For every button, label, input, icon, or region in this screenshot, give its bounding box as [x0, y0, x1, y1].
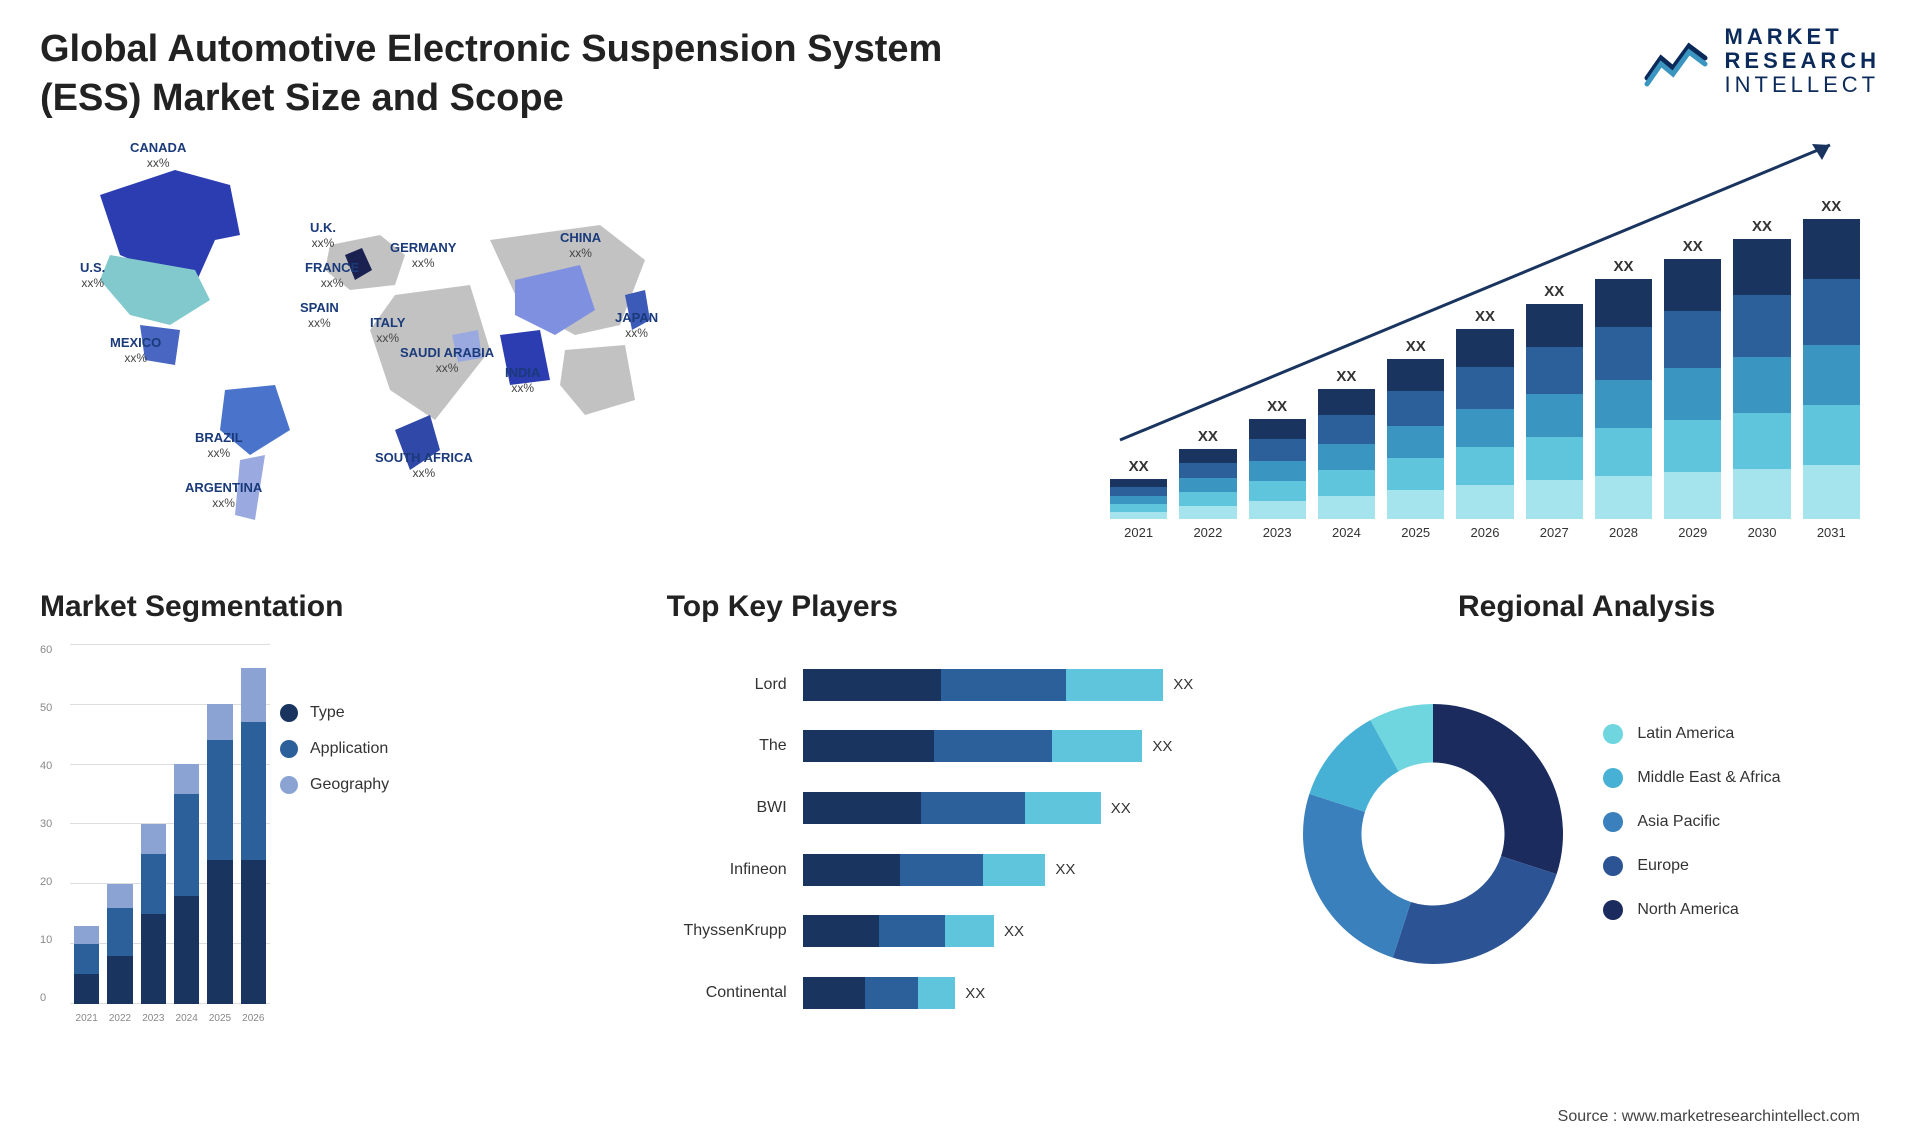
- growth-bar-2021: XX2021: [1110, 458, 1167, 540]
- segmentation-panel: Market Segmentation 6050403020100 202120…: [40, 590, 627, 1070]
- seg-bar-2025: [207, 704, 232, 1004]
- growth-bar-2024: XX2024: [1318, 368, 1375, 540]
- seg-bar-2022: [107, 884, 132, 1004]
- map-label-canada: CANADAxx%: [130, 140, 186, 170]
- players-panel: Top Key Players Lord The BWI Infineon Thysse…: [667, 590, 1254, 1070]
- player-bar-bwi: XX: [803, 792, 1254, 824]
- growth-bar-2029: XX2029: [1664, 238, 1721, 540]
- seg-legend-type: Type: [280, 704, 389, 722]
- player-bar-continental: XX: [803, 977, 1254, 1009]
- growth-chart: XX2021XX2022XX2023XX2024XX2025XX2026XX20…: [1050, 140, 1880, 570]
- map-label-china: CHINAxx%: [560, 230, 601, 260]
- player-label-lord: Lord: [667, 676, 787, 694]
- regional-title: Regional Analysis: [1293, 590, 1880, 624]
- growth-bar-2022: XX2022: [1179, 428, 1236, 540]
- player-label-bwi: BWI: [667, 799, 787, 817]
- map-label-india: INDIAxx%: [505, 365, 540, 395]
- player-bar-lord: XX: [803, 669, 1254, 701]
- segmentation-title: Market Segmentation: [40, 590, 627, 624]
- map-label-japan: JAPANxx%: [615, 310, 658, 340]
- growth-bar-2028: XX2028: [1595, 258, 1652, 540]
- map-label-spain: SPAINxx%: [300, 300, 339, 330]
- logo-line1: MARKET: [1725, 25, 1880, 49]
- reg-legend-northamerica: North America: [1603, 900, 1880, 920]
- map-label-saudiarabia: SAUDI ARABIAxx%: [400, 345, 494, 375]
- growth-bar-2023: XX2023: [1249, 398, 1306, 540]
- map-label-southafrica: SOUTH AFRICAxx%: [375, 450, 473, 480]
- reg-legend-asiapacific: Asia Pacific: [1603, 812, 1880, 832]
- source-text: Source : www.marketresearchintellect.com: [1558, 1108, 1860, 1126]
- map-label-mexico: MEXICOxx%: [110, 335, 161, 365]
- map-label-germany: GERMANYxx%: [390, 240, 456, 270]
- player-label-the: The: [667, 737, 787, 755]
- reg-legend-europe: Europe: [1603, 856, 1880, 876]
- map-label-argentina: ARGENTINAxx%: [185, 480, 262, 510]
- growth-bar-2030: XX2030: [1733, 218, 1790, 540]
- regional-panel: Regional Analysis Latin America Middle Ea…: [1293, 590, 1880, 1070]
- players-title: Top Key Players: [667, 590, 1254, 624]
- map-label-brazil: BRAZILxx%: [195, 430, 243, 460]
- page-title: Global Automotive Electronic Suspension …: [40, 25, 1040, 124]
- seg-bar-2023: [141, 824, 166, 1004]
- map-label-uk: U.K.xx%: [310, 220, 336, 250]
- donut-seg-asiapacific: [1303, 794, 1411, 958]
- seg-bar-2024: [174, 764, 199, 1004]
- seg-bar-2021: [74, 926, 99, 1004]
- reg-legend-middleeastafrica: Middle East & Africa: [1603, 768, 1880, 788]
- seg-legend-application: Application: [280, 740, 389, 758]
- logo-line2: RESEARCH: [1725, 49, 1880, 73]
- donut-seg-northamerica: [1433, 704, 1563, 874]
- regional-donut: [1293, 694, 1573, 974]
- player-bar-thyssenkrupp: XX: [803, 915, 1254, 947]
- map-label-us: U.S.xx%: [80, 260, 105, 290]
- logo-line3: INTELLECT: [1725, 73, 1880, 97]
- player-label-continental: Continental: [667, 984, 787, 1002]
- reg-legend-latinamerica: Latin America: [1603, 724, 1880, 744]
- donut-seg-europe: [1393, 856, 1557, 964]
- player-label-infineon: Infineon: [667, 861, 787, 879]
- growth-bar-2025: XX2025: [1387, 338, 1444, 540]
- growth-bar-2031: XX2031: [1803, 198, 1860, 540]
- map-label-italy: ITALYxx%: [370, 315, 405, 345]
- logo-mark-icon: [1643, 34, 1713, 88]
- seg-legend-geography: Geography: [280, 776, 389, 794]
- seg-bar-2026: [241, 668, 266, 1004]
- player-bar-the: XX: [803, 730, 1254, 762]
- player-bar-infineon: XX: [803, 854, 1254, 886]
- growth-bar-2027: XX2027: [1526, 283, 1583, 540]
- growth-bar-2026: XX2026: [1456, 308, 1513, 540]
- world-map: CANADAxx% U.S.xx% MEXICOxx% BRAZILxx% ARGENT…: [40, 140, 1050, 570]
- brand-logo: MARKET RESEARCH INTELLECT: [1643, 25, 1880, 98]
- map-label-france: FRANCExx%: [305, 260, 359, 290]
- player-label-thyssenkrupp: ThyssenKrupp: [667, 922, 787, 940]
